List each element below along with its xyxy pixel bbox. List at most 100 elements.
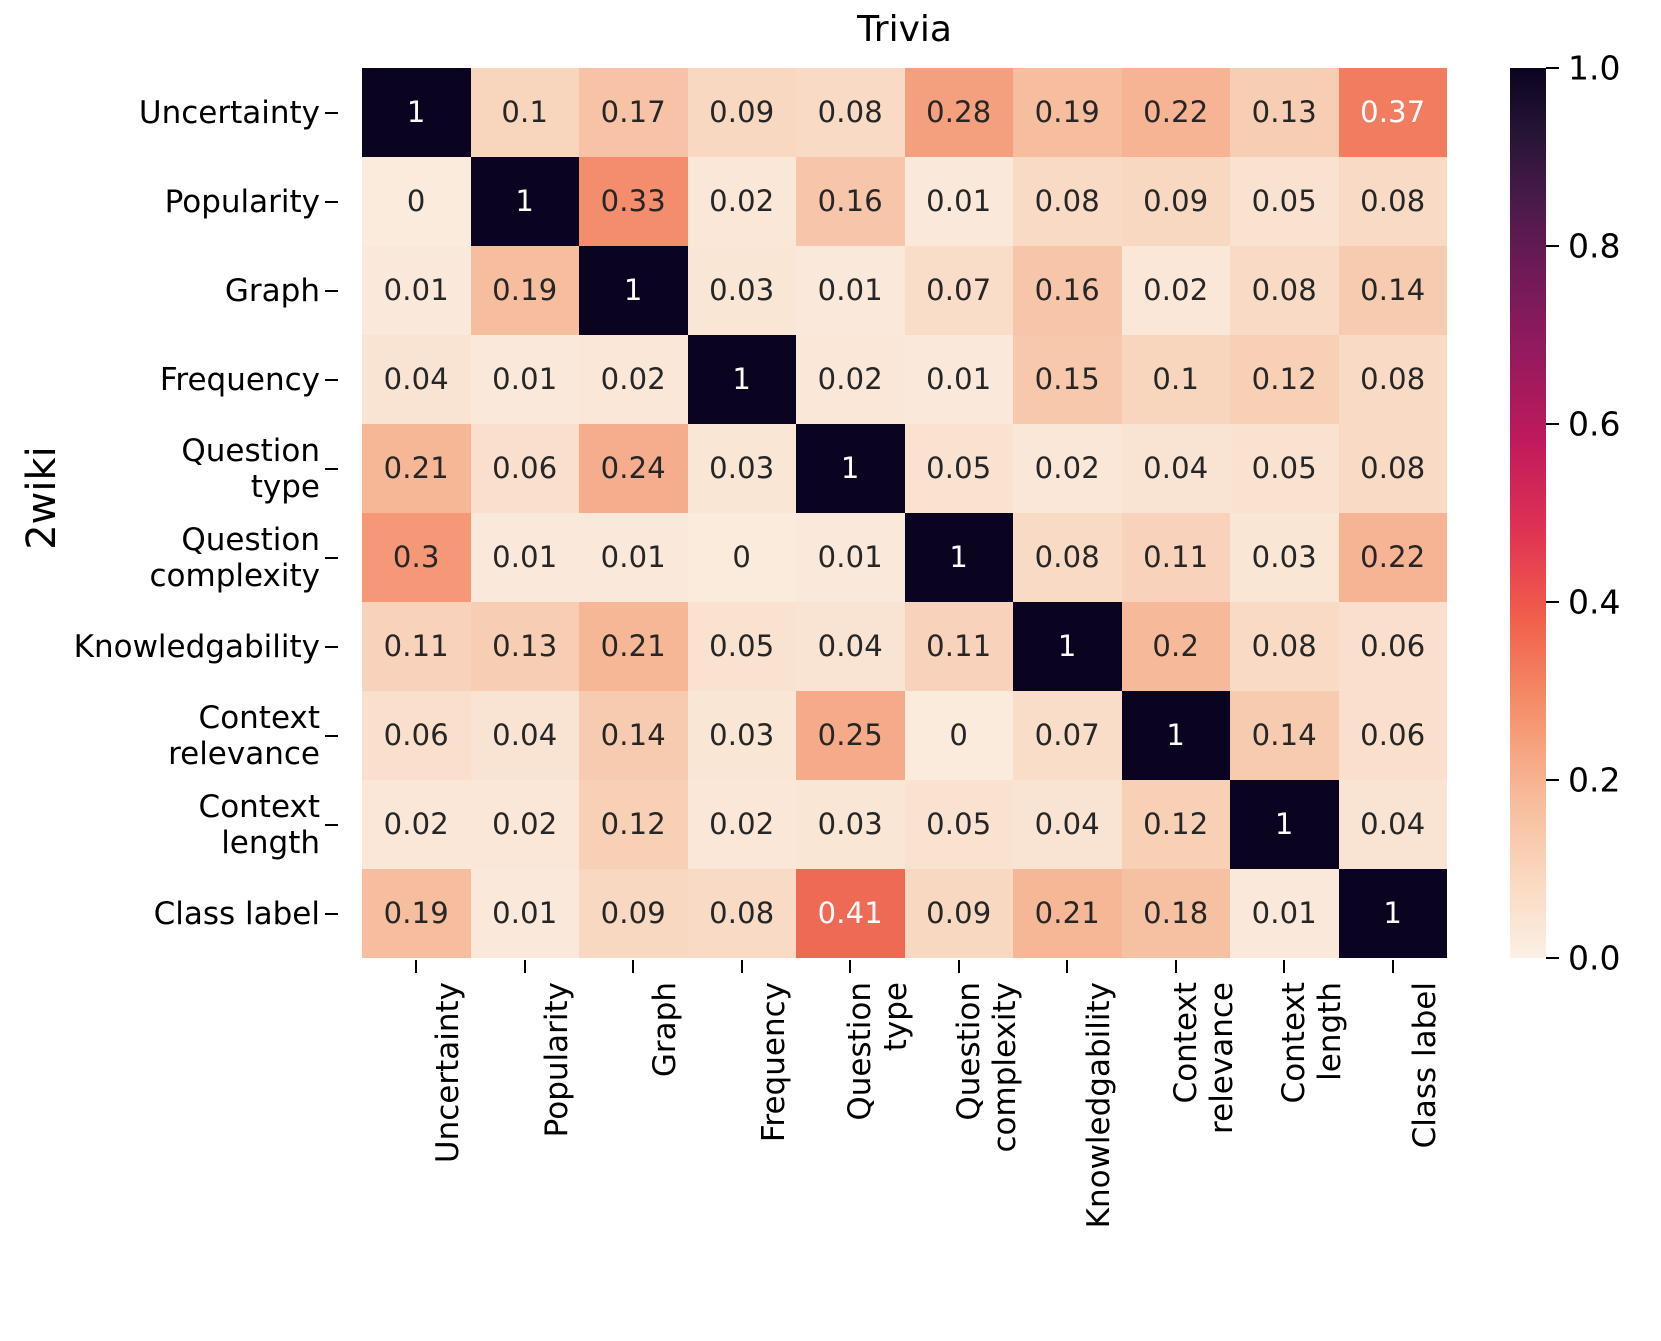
heatmap-cell-value: 0.02 <box>600 362 666 396</box>
heatmap-cell: 1 <box>470 157 579 246</box>
heatmap-cell: 0.05 <box>904 424 1013 513</box>
heatmap-cell-value: 0.08 <box>1360 184 1426 218</box>
heatmap-cell: 1 <box>687 335 796 424</box>
heatmap-cell-value: 0.06 <box>1360 718 1426 752</box>
heatmap-cell: 0.02 <box>1013 424 1122 513</box>
heatmap-cell: 0.08 <box>687 869 796 958</box>
heatmap-cell: 0.02 <box>579 335 688 424</box>
x-tick-label-4: Question type <box>842 982 914 1121</box>
heatmap-cell-value: 0.14 <box>1251 718 1317 752</box>
heatmap-cell-value: 0.04 <box>383 362 449 396</box>
heatmap-cell-value: 0.03 <box>709 451 775 485</box>
heatmap-cell: 0.01 <box>796 513 905 602</box>
heatmap-cell-value: 0.05 <box>1251 451 1317 485</box>
heatmap-cell: 0.37 <box>1338 68 1447 157</box>
x-tick-label-line: Graph <box>647 982 684 1078</box>
heatmap-cell-value: 0.12 <box>1143 807 1209 841</box>
heatmap-cell: 0.06 <box>362 691 471 780</box>
heatmap-cell: 0.12 <box>1121 780 1230 869</box>
heatmap-cell-value: 0.22 <box>1360 540 1426 574</box>
heatmap-cell: 0.13 <box>470 602 579 691</box>
y-tick-label-8: Context length <box>20 780 320 869</box>
heatmap-cell-value: 0.01 <box>926 184 992 218</box>
x-tick-label-3: Frequency <box>756 982 792 1142</box>
heatmap-cell-value: 0.08 <box>817 95 883 129</box>
heatmap-cell: 0.08 <box>1230 602 1339 691</box>
heatmap-cell: 0.24 <box>579 424 688 513</box>
heatmap-cell: 0.14 <box>1230 691 1339 780</box>
heatmap-cell: 0.01 <box>470 335 579 424</box>
page-title: Trivia <box>857 9 952 50</box>
heatmap-cell-value: 0.19 <box>492 273 558 307</box>
y-tick-label-line: Frequency <box>159 361 320 398</box>
x-tick-label-1: Popularity <box>539 982 575 1137</box>
colorbar-gradient <box>1510 68 1546 958</box>
heatmap-cell-value: 0.01 <box>383 273 449 307</box>
heatmap-cell: 0.41 <box>796 869 905 958</box>
heatmap-cell: 0.02 <box>687 780 796 869</box>
heatmap-cell: 0.04 <box>1013 780 1122 869</box>
x-tick-label-2: Graph <box>647 982 683 1077</box>
y-tick-mark <box>325 290 338 292</box>
heatmap-grid: 1 0.1 0.17 0.09 0.08 0.28 0.19 0.22 0.13 0.37 0 1 0.… <box>362 68 1447 958</box>
heatmap-cell-value: 0.28 <box>926 95 992 129</box>
heatmap-cell-value: 0.13 <box>1251 95 1317 129</box>
heatmap-cell-value: 0.04 <box>817 629 883 663</box>
y-tick-label-line: Question <box>181 521 320 558</box>
heatmap-cell-value: 0.16 <box>817 184 883 218</box>
heatmap-cell: 0.14 <box>579 691 688 780</box>
x-tick-1: Popularity <box>471 958 580 1318</box>
heatmap-cell: 0.06 <box>1338 602 1447 691</box>
y-tick-label-7: Context relevance <box>20 691 320 780</box>
heatmap-cell-value: 0.05 <box>926 451 992 485</box>
heatmap-cell-value: 0.08 <box>1251 273 1317 307</box>
x-tick-mark <box>632 960 635 973</box>
heatmap-cell-value: 0.37 <box>1360 95 1426 129</box>
heatmap-cell: 0.06 <box>1338 691 1447 780</box>
heatmap-cell: 0.05 <box>1230 424 1339 513</box>
heatmap-cell-value: 0.08 <box>1034 540 1100 574</box>
heatmap-cell-value: 0.09 <box>1143 184 1209 218</box>
heatmap-cell: 0.09 <box>1121 157 1230 246</box>
colorbar-tick-label-3: 0.4 <box>1568 582 1621 622</box>
x-tick-mark <box>849 960 852 973</box>
heatmap-cell: 0.28 <box>904 68 1013 157</box>
y-tick-label-line: Context <box>198 699 320 736</box>
heatmap-cell-value: 0 <box>732 540 752 574</box>
heatmap-cell-value: 0.06 <box>492 451 558 485</box>
y-tick-label-line: relevance <box>168 735 320 772</box>
heatmap-cell: 0.01 <box>904 157 1013 246</box>
heatmap-cell: 0.11 <box>362 602 471 691</box>
heatmap-cell-value: 0.01 <box>492 540 558 574</box>
heatmap-cell: 0.07 <box>904 246 1013 335</box>
heatmap-cell-value: 0.08 <box>1360 451 1426 485</box>
heatmap-cell-value: 0.21 <box>600 629 666 663</box>
heatmap-cell: 0.12 <box>1230 335 1339 424</box>
heatmap-cell-value: 1 <box>515 184 535 218</box>
heatmap-cell: 0.13 <box>1230 68 1339 157</box>
heatmap-cell-value: 0 <box>406 184 426 218</box>
y-tick-label-2: Graph <box>20 246 320 335</box>
heatmap-cell-value: 1 <box>949 540 969 574</box>
heatmap-cell: 0.03 <box>687 424 796 513</box>
heatmap-cell: 0.21 <box>1013 869 1122 958</box>
heatmap-cell: 0.08 <box>796 68 905 157</box>
heatmap-cell-value: 0.09 <box>926 896 992 930</box>
y-tick-mark <box>325 735 338 737</box>
heatmap-cell: 0.3 <box>362 513 471 602</box>
y-tick-mark <box>325 824 338 826</box>
heatmap-cell-value: 1 <box>406 95 426 129</box>
heatmap-cell: 0.09 <box>579 869 688 958</box>
x-tick-2: Graph <box>579 958 688 1318</box>
y-tick-mark <box>325 201 338 203</box>
heatmap-cell-value: 0.02 <box>709 184 775 218</box>
heatmap-cell: 1 <box>1230 780 1339 869</box>
y-tick-label-line: Graph <box>224 272 320 309</box>
heatmap-cell-value: 0.03 <box>709 718 775 752</box>
heatmap-cell-value: 0.09 <box>600 896 666 930</box>
y-tick-label-line: Popularity <box>164 183 320 220</box>
colorbar-tick-label-2: 0.6 <box>1568 404 1621 444</box>
colorbar-tick-label-0: 1.0 <box>1568 48 1621 88</box>
heatmap-cell: 0.15 <box>1013 335 1122 424</box>
heatmap-cell: 0.2 <box>1121 602 1230 691</box>
